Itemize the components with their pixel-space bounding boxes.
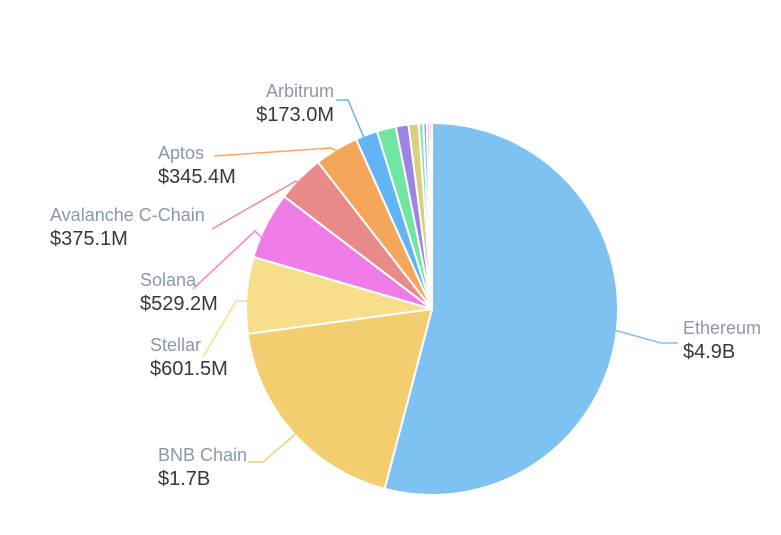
leader-line-ethereum <box>613 329 678 344</box>
leader-line-aptos <box>213 147 355 161</box>
pie-slice-bnb-chain[interactable] <box>246 308 433 490</box>
leader-line-avalanche-c-chain <box>211 180 313 230</box>
leader-line-bnb-chain <box>248 429 301 463</box>
pie-slice-ethereum[interactable] <box>383 122 620 496</box>
leader-line-solana <box>192 229 267 290</box>
leader-line-stellar <box>202 300 252 358</box>
leader-line-arbitrum <box>336 99 368 146</box>
pie-slice-small-13[interactable] <box>428 121 433 310</box>
